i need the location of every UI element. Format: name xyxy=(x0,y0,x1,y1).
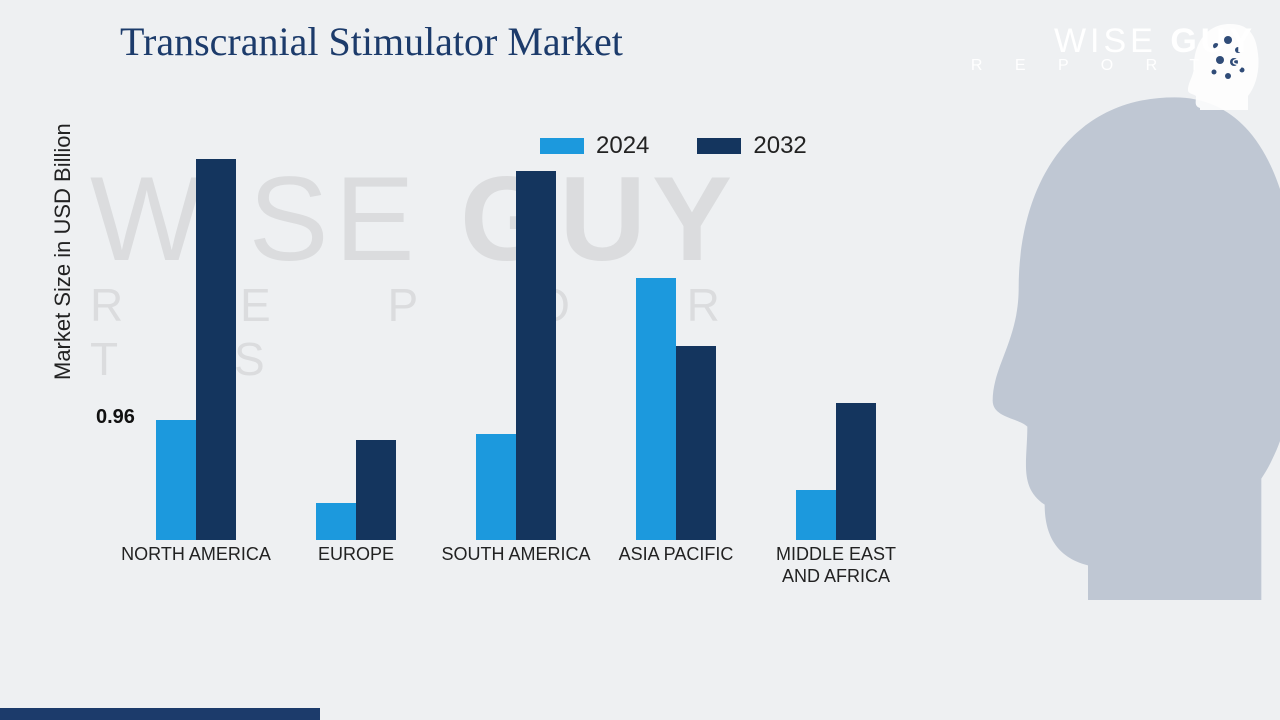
legend-item: 2024 xyxy=(540,132,649,160)
brand-subline: R E P O R T S xyxy=(971,57,1256,75)
y-axis-label: Market Size in USD Billion xyxy=(50,123,76,380)
x-axis-label: MIDDLE EAST AND AFRICA xyxy=(757,544,915,587)
bar xyxy=(636,278,676,541)
bar xyxy=(316,503,356,541)
bar xyxy=(356,440,396,540)
brand-word-1: WISE xyxy=(1054,22,1157,60)
x-axis-label: SOUTH AMERICA xyxy=(437,544,595,566)
bar xyxy=(476,434,516,540)
bar xyxy=(156,420,196,540)
bar xyxy=(516,171,556,540)
legend-label: 2032 xyxy=(753,132,806,160)
bar-group xyxy=(476,171,556,540)
x-axis-label: NORTH AMERICA xyxy=(117,544,275,566)
brand-logo: WISE GUY R E P O R T S xyxy=(971,22,1256,75)
bar-group xyxy=(156,159,236,540)
x-axis-label: EUROPE xyxy=(277,544,435,566)
bar xyxy=(796,490,836,540)
x-axis-label: ASIA PACIFIC xyxy=(597,544,755,566)
legend-label: 2024 xyxy=(596,132,649,160)
y-tick-label: 0.96 xyxy=(96,406,135,429)
bar xyxy=(196,159,236,540)
bar xyxy=(676,346,716,540)
legend: 2024 2032 xyxy=(540,132,807,160)
chart-title: Transcranial Stimulator Market xyxy=(120,18,623,65)
legend-swatch xyxy=(540,138,584,154)
bar-group xyxy=(636,278,716,541)
legend-item: 2032 xyxy=(697,132,806,160)
bar-chart: Market Size in USD Billion 0.96 NORTH AM… xyxy=(56,130,956,630)
plot-area xyxy=(146,140,936,540)
bar-group xyxy=(796,403,876,541)
stage: Transcranial Stimulator Market WISE GUY … xyxy=(0,0,1280,720)
footer-accent-bar xyxy=(0,708,320,720)
legend-swatch xyxy=(697,138,741,154)
brand-word-2: GUY xyxy=(1170,22,1256,60)
bar-group xyxy=(316,440,396,540)
bar xyxy=(836,403,876,541)
